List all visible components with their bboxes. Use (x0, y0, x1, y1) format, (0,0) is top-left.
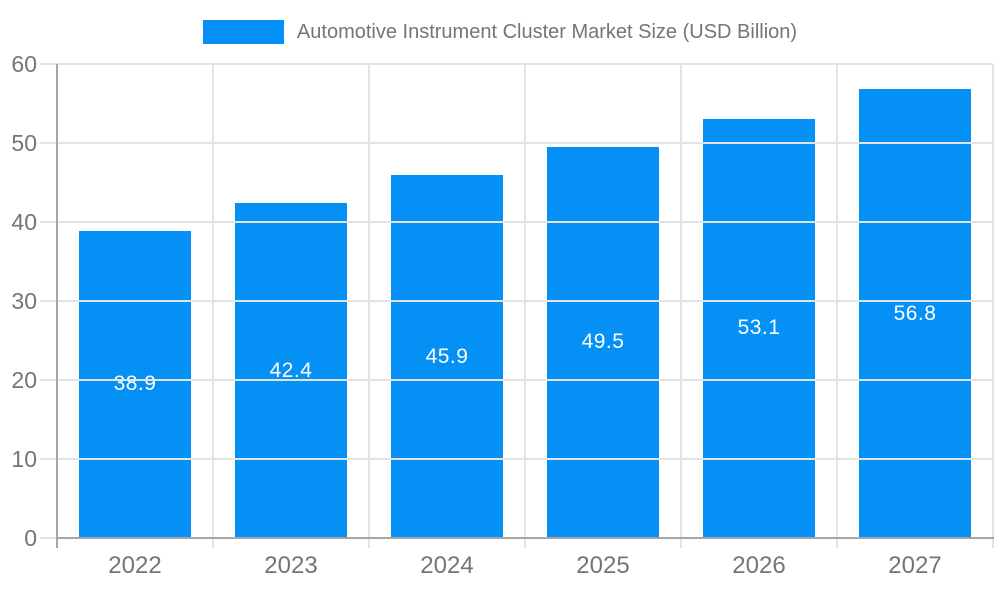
y-axis-tick (40, 537, 57, 539)
x-axis-tick-label: 2027 (888, 552, 942, 579)
y-axis-tick (40, 379, 57, 381)
bar-value-label: 53.1 (737, 316, 781, 340)
v-gridline (524, 64, 526, 548)
v-gridline (680, 64, 682, 548)
y-axis-tick-label: 30 (11, 288, 37, 314)
x-axis-tick-label: 2025 (576, 552, 630, 579)
v-gridline (212, 64, 214, 548)
legend: Automotive Instrument Cluster Market Siz… (0, 19, 1000, 45)
y-axis-tick-label: 20 (11, 367, 37, 393)
v-gridline (992, 64, 994, 548)
legend-swatch (202, 20, 284, 44)
x-axis-tick-label: 2022 (108, 552, 162, 579)
y-axis-tick (40, 458, 57, 460)
x-axis-tick-label: 2024 (420, 552, 474, 579)
bar-value-label: 42.4 (269, 358, 313, 382)
legend-label: Automotive Instrument Cluster Market Siz… (296, 21, 798, 43)
x-axis-tick-label: 2023 (264, 552, 318, 579)
x-axis-line (56, 537, 994, 539)
y-axis-tick-label: 60 (11, 51, 37, 77)
legend-item[interactable]: Automotive Instrument Cluster Market Siz… (202, 19, 798, 45)
y-axis-line (56, 64, 58, 548)
bar-2025[interactable]: 49.5 (547, 146, 659, 538)
y-axis-tick (40, 142, 57, 144)
x-axis-tick-label: 2026 (732, 552, 786, 579)
bar-value-label: 38.9 (113, 372, 157, 396)
bar-2026[interactable]: 53.1 (703, 118, 815, 538)
bar-value-label: 49.5 (581, 330, 625, 354)
bar-value-label: 45.9 (425, 344, 469, 368)
bar-value-label: 56.8 (893, 301, 937, 325)
y-axis-tick (40, 221, 57, 223)
y-axis-tick-label: 0 (24, 525, 37, 551)
plot-area: 38.9 42.4 45.9 49.5 53.1 56.8 (57, 64, 993, 538)
bar-2023[interactable]: 42.4 (235, 203, 347, 538)
y-axis-tick-label: 10 (11, 446, 37, 472)
y-axis-tick (40, 300, 57, 302)
y-axis-tick (40, 63, 57, 65)
y-axis-tick-label: 40 (11, 209, 37, 235)
bar-2024[interactable]: 45.9 (391, 175, 503, 538)
bar-2022[interactable]: 38.9 (79, 230, 191, 538)
v-gridline (836, 64, 838, 548)
bar-2027[interactable]: 56.8 (859, 89, 971, 538)
v-gridline (368, 64, 370, 548)
y-axis-tick-label: 50 (11, 130, 37, 156)
